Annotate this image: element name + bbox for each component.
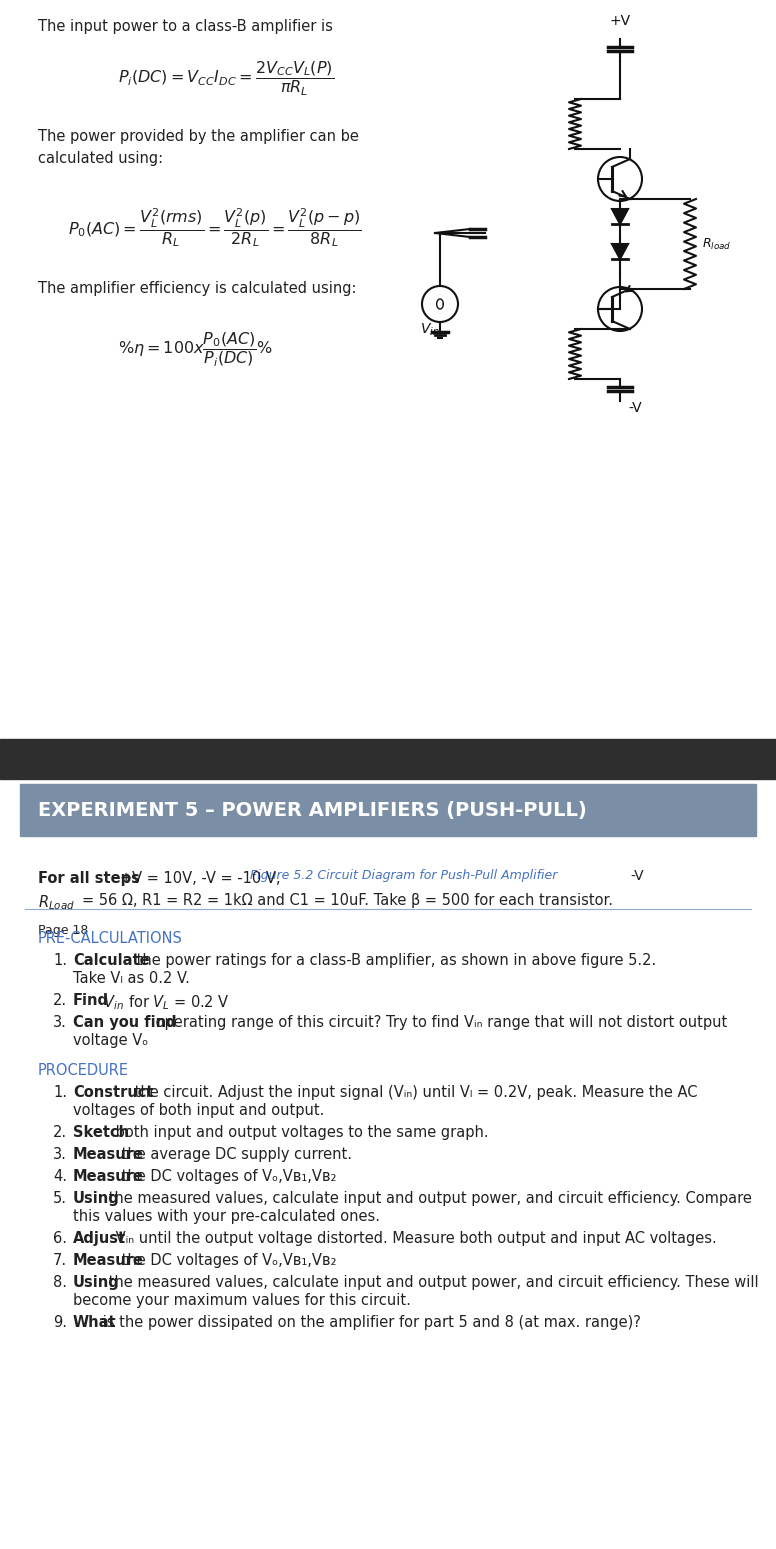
Bar bbox=[0, 739, 776, 779]
Text: 4.: 4. bbox=[53, 1169, 67, 1183]
Text: PROCEDURE: PROCEDURE bbox=[38, 1063, 129, 1078]
Text: 6.: 6. bbox=[53, 1231, 67, 1245]
Text: Vᵢₙ until the output voltage distorted. Measure both output and input AC voltage: Vᵢₙ until the output voltage distorted. … bbox=[111, 1231, 716, 1245]
Text: Adjust: Adjust bbox=[73, 1231, 126, 1245]
Bar bbox=[20, 784, 756, 836]
Text: operating range of this circuit? Try to find Vᵢₙ range that will not distort out: operating range of this circuit? Try to … bbox=[151, 1015, 727, 1030]
Text: 1.: 1. bbox=[53, 953, 67, 968]
Text: -V: -V bbox=[630, 869, 643, 883]
Text: the average DC supply current.: the average DC supply current. bbox=[117, 1146, 352, 1162]
Text: $P_0(AC) = \dfrac{V_L^2(rms)}{R_L} = \dfrac{V_L^2(p)}{2R_L} = \dfrac{V_L^2(p-p)}: $P_0(AC) = \dfrac{V_L^2(rms)}{R_L} = \df… bbox=[68, 206, 362, 249]
Text: Calculate: Calculate bbox=[73, 953, 150, 968]
Text: the measured values, calculate input and output power, and circuit efficiency. T: the measured values, calculate input and… bbox=[105, 1275, 759, 1290]
Text: Measure: Measure bbox=[73, 1169, 144, 1183]
Text: 2.: 2. bbox=[53, 1125, 68, 1140]
Text: PRE-CALCULATIONS: PRE-CALCULATIONS bbox=[38, 931, 183, 946]
Text: 7.: 7. bbox=[53, 1253, 68, 1269]
Text: EXPERIMENT 5 – POWER AMPLIFIERS (PUSH-PULL): EXPERIMENT 5 – POWER AMPLIFIERS (PUSH-PU… bbox=[38, 801, 587, 819]
Text: Construct: Construct bbox=[73, 1084, 154, 1100]
Text: -V: -V bbox=[628, 401, 642, 415]
Text: 9.: 9. bbox=[53, 1315, 67, 1331]
Text: Measure: Measure bbox=[73, 1253, 144, 1269]
Text: 1.: 1. bbox=[53, 1084, 67, 1100]
Text: +V: +V bbox=[609, 14, 631, 28]
Text: 3.: 3. bbox=[53, 1015, 67, 1030]
Text: calculated using:: calculated using: bbox=[38, 150, 163, 166]
Text: $P_i(DC) = V_{CC}I_{DC} = \dfrac{2V_{CC}V_L(P)}{\pi R_L}$: $P_i(DC) = V_{CC}I_{DC} = \dfrac{2V_{CC}… bbox=[118, 59, 334, 98]
Text: Find: Find bbox=[73, 993, 109, 1008]
Text: 3.: 3. bbox=[53, 1146, 67, 1162]
Text: $R_{Load}$: $R_{Load}$ bbox=[38, 894, 75, 912]
Text: 5.: 5. bbox=[53, 1191, 67, 1207]
Text: is the power dissipated on the amplifier for part 5 and 8 (at max. range)?: is the power dissipated on the amplifier… bbox=[99, 1315, 641, 1331]
Text: the measured values, calculate input and output power, and circuit efficiency. C: the measured values, calculate input and… bbox=[105, 1191, 753, 1207]
Text: What: What bbox=[73, 1315, 116, 1331]
Text: Sketch: Sketch bbox=[73, 1125, 129, 1140]
Text: voltages of both input and output.: voltages of both input and output. bbox=[73, 1103, 324, 1118]
Text: +V = 10V, -V = -10 V,: +V = 10V, -V = -10 V, bbox=[120, 871, 280, 886]
Text: the power ratings for a class-B amplifier, as shown in above figure 5.2.: the power ratings for a class-B amplifie… bbox=[131, 953, 656, 968]
Text: $V_{in}$: $V_{in}$ bbox=[420, 322, 440, 338]
Text: Page 18: Page 18 bbox=[38, 925, 88, 937]
Text: 2.: 2. bbox=[53, 993, 68, 1008]
Text: Take Vₗ as 0.2 V.: Take Vₗ as 0.2 V. bbox=[73, 971, 190, 987]
Text: the DC voltages of Vₒ,Vв₁,Vв₂: the DC voltages of Vₒ,Vв₁,Vв₂ bbox=[117, 1253, 337, 1269]
Polygon shape bbox=[612, 209, 628, 225]
Text: The amplifier efficiency is calculated using:: The amplifier efficiency is calculated u… bbox=[38, 280, 356, 296]
Text: The power provided by the amplifier can be: The power provided by the amplifier can … bbox=[38, 129, 359, 144]
Text: the circuit. Adjust the input signal (Vᵢₙ) until Vₗ = 0.2V, peak. Measure the AC: the circuit. Adjust the input signal (Vᵢ… bbox=[130, 1084, 697, 1100]
Text: $\%\eta = 100x \dfrac{P_0(AC)}{P_i(DC)}\%$: $\%\eta = 100x \dfrac{P_0(AC)}{P_i(DC)}\… bbox=[118, 331, 273, 369]
Polygon shape bbox=[612, 245, 628, 259]
Text: = 56 Ω, R1 = R2 = 1kΩ and C1 = 10uF. Take β = 500 for each transistor.: = 56 Ω, R1 = R2 = 1kΩ and C1 = 10uF. Tak… bbox=[82, 894, 613, 908]
Text: the DC voltages of Vₒ,Vв₁,Vв₂: the DC voltages of Vₒ,Vв₁,Vв₂ bbox=[117, 1169, 337, 1183]
Text: $V_{in}$ for $V_L$ = 0.2 V: $V_{in}$ for $V_L$ = 0.2 V bbox=[99, 993, 230, 1011]
Text: The input power to a class-B amplifier is: The input power to a class-B amplifier i… bbox=[38, 19, 333, 34]
Text: Using: Using bbox=[73, 1191, 120, 1207]
Text: Figure 5.2 Circuit Diagram for Push-Pull Amplifier: Figure 5.2 Circuit Diagram for Push-Pull… bbox=[250, 869, 557, 881]
Text: $R_{load}$: $R_{load}$ bbox=[702, 237, 732, 251]
Text: Measure: Measure bbox=[73, 1146, 144, 1162]
Text: this values with your pre-calculated ones.: this values with your pre-calculated one… bbox=[73, 1210, 380, 1224]
Text: voltage Vₒ: voltage Vₒ bbox=[73, 1033, 148, 1049]
Text: Can you find: Can you find bbox=[73, 1015, 177, 1030]
Text: 8.: 8. bbox=[53, 1275, 67, 1290]
Text: become your maximum values for this circuit.: become your maximum values for this circ… bbox=[73, 1293, 411, 1307]
Text: For all steps: For all steps bbox=[38, 871, 145, 886]
Text: Using: Using bbox=[73, 1275, 120, 1290]
Text: both input and output voltages to the same graph.: both input and output voltages to the sa… bbox=[111, 1125, 488, 1140]
